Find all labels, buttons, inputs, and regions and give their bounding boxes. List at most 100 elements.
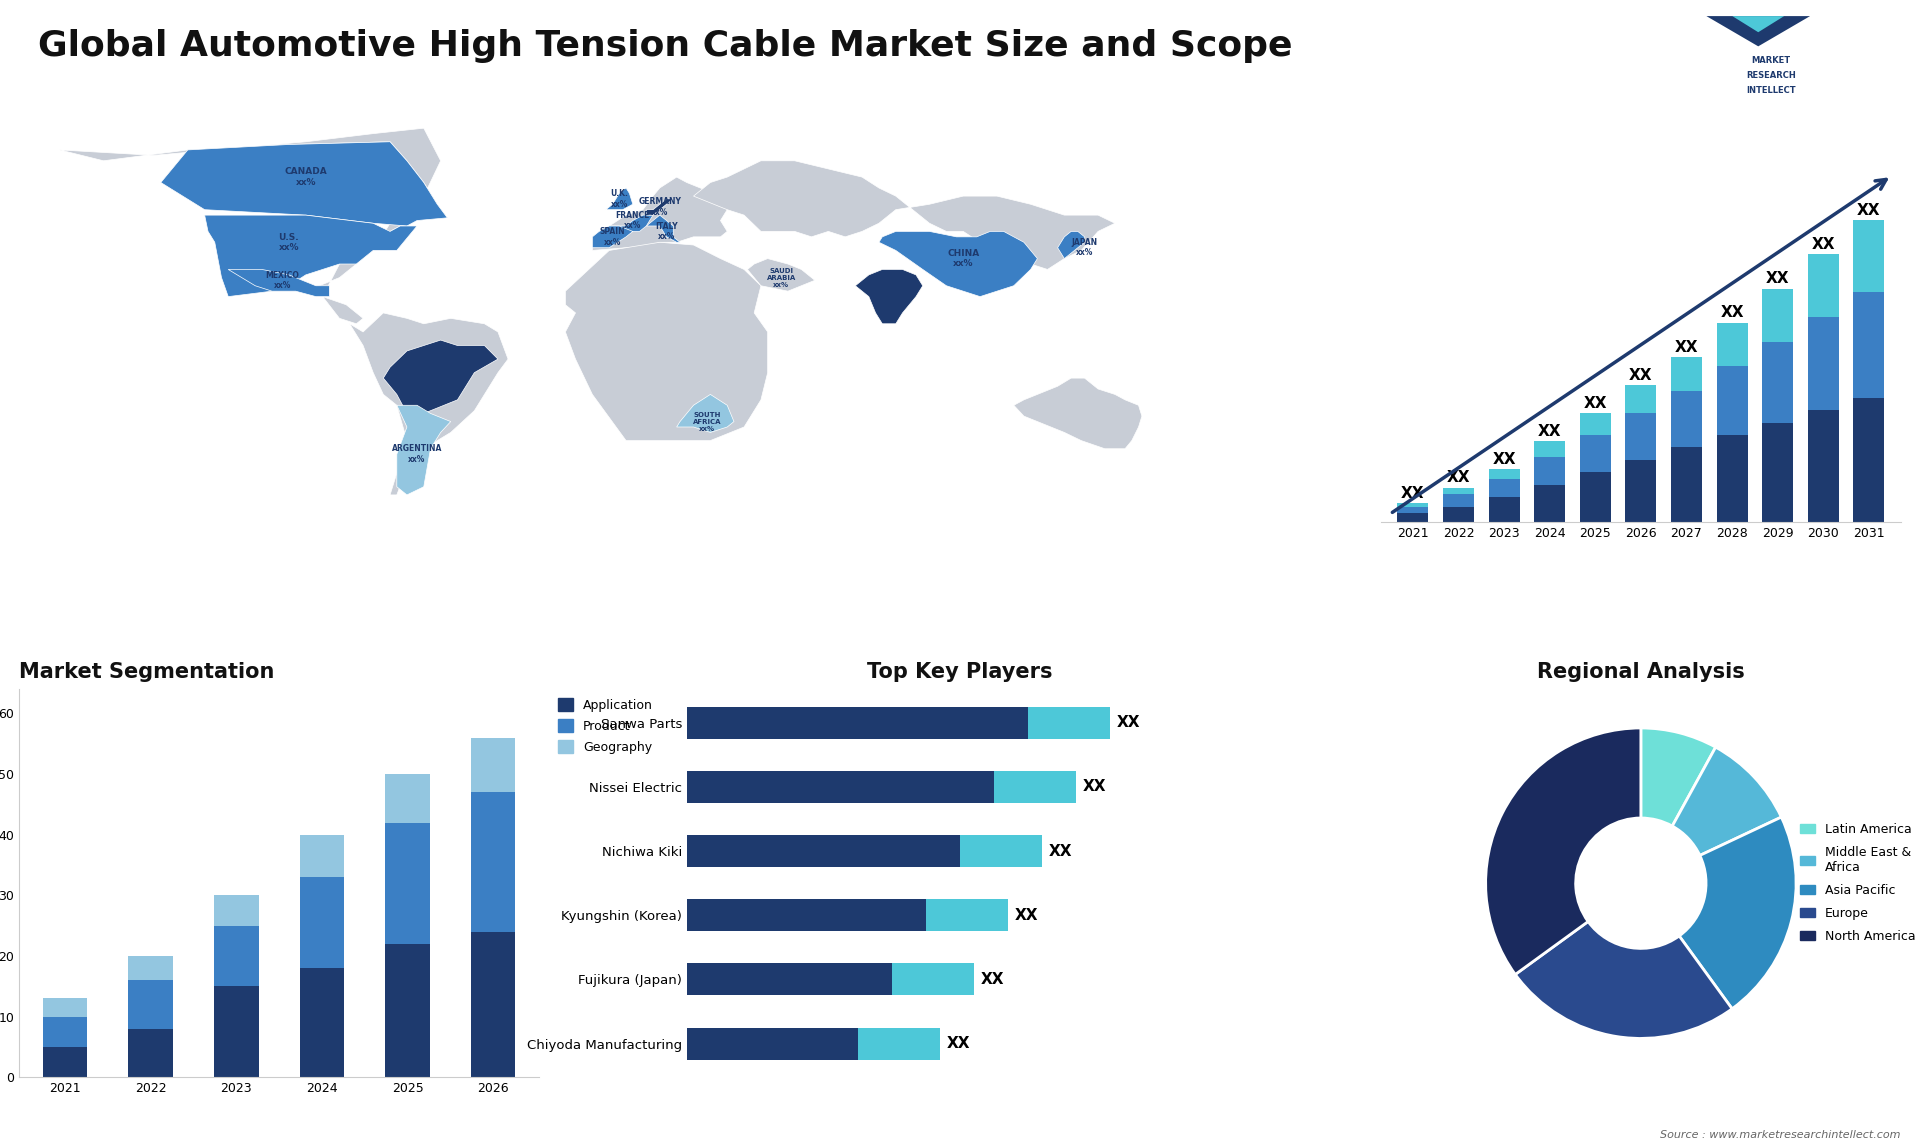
Bar	[1534, 457, 1565, 485]
Text: INTELLECT: INTELLECT	[1747, 86, 1795, 95]
Bar	[386, 823, 430, 944]
Bar	[687, 771, 995, 803]
Text: XX: XX	[1083, 779, 1106, 794]
Bar	[300, 968, 344, 1077]
Bar	[995, 771, 1075, 803]
Text: MARKET: MARKET	[1751, 56, 1791, 65]
Bar	[1580, 472, 1611, 523]
Bar	[1398, 507, 1428, 512]
Polygon shape	[647, 198, 674, 215]
Text: U.K.
xx%: U.K. xx%	[611, 189, 628, 209]
Bar	[129, 980, 173, 1029]
Text: XX: XX	[1584, 395, 1607, 410]
Text: XX: XX	[1014, 908, 1039, 923]
Polygon shape	[1707, 16, 1811, 46]
Bar	[386, 944, 430, 1077]
Title: Regional Analysis: Regional Analysis	[1538, 662, 1745, 682]
Bar	[1444, 488, 1475, 494]
Bar	[1670, 447, 1701, 523]
Bar	[129, 956, 173, 980]
Bar	[1626, 385, 1657, 414]
Bar	[213, 895, 259, 926]
Wedge shape	[1642, 728, 1716, 826]
Bar	[1626, 414, 1657, 460]
Bar	[1398, 503, 1428, 507]
Bar	[858, 1028, 939, 1060]
Text: BRAZIL
xx%: BRAZIL xx%	[420, 379, 455, 399]
Text: XX: XX	[1720, 306, 1743, 321]
Text: XX: XX	[1492, 452, 1515, 466]
Text: CHINA
xx%: CHINA xx%	[947, 249, 979, 268]
Text: ITALY
xx%: ITALY xx%	[655, 221, 678, 241]
Text: XX: XX	[1766, 272, 1789, 286]
Legend: Latin America, Middle East &
Africa, Asia Pacific, Europe, North America: Latin America, Middle East & Africa, Asi…	[1795, 818, 1920, 948]
Bar	[1853, 292, 1884, 398]
Text: XX: XX	[1446, 470, 1471, 486]
Bar	[1716, 323, 1747, 367]
Bar	[1716, 367, 1747, 435]
Polygon shape	[607, 188, 634, 210]
Polygon shape	[205, 215, 417, 297]
Bar	[300, 834, 344, 877]
Text: XX: XX	[947, 1036, 970, 1051]
Polygon shape	[609, 215, 653, 231]
Polygon shape	[676, 394, 733, 432]
Bar	[386, 774, 430, 823]
Bar	[129, 1029, 173, 1077]
Text: GERMANY
xx%: GERMANY xx%	[637, 197, 682, 217]
Text: MEXICO
xx%: MEXICO xx%	[265, 270, 300, 290]
Polygon shape	[349, 313, 509, 495]
Text: ARGENTINA
xx%: ARGENTINA xx%	[392, 445, 442, 464]
Polygon shape	[1732, 16, 1784, 32]
Bar	[1763, 289, 1793, 342]
Bar	[1809, 316, 1839, 410]
Wedge shape	[1680, 817, 1795, 1008]
Bar	[687, 707, 1029, 739]
Bar	[1488, 469, 1519, 479]
Polygon shape	[1058, 231, 1085, 259]
Bar	[1853, 398, 1884, 523]
Bar	[470, 792, 515, 932]
Bar	[1716, 435, 1747, 523]
Polygon shape	[747, 259, 814, 291]
Polygon shape	[1014, 378, 1142, 449]
Bar	[687, 835, 960, 868]
Bar	[1444, 507, 1475, 523]
Bar	[42, 1047, 86, 1077]
Bar	[42, 998, 86, 1017]
Polygon shape	[593, 178, 728, 251]
Text: XX: XX	[981, 972, 1004, 987]
Text: INDIA
xx%: INDIA xx%	[876, 286, 904, 306]
Bar	[1534, 485, 1565, 523]
Bar	[1488, 479, 1519, 497]
Text: XX: XX	[1812, 237, 1836, 252]
Text: XX: XX	[1857, 203, 1880, 218]
Bar	[470, 738, 515, 792]
Bar	[42, 1017, 86, 1047]
Bar	[687, 900, 925, 932]
Text: SPAIN
xx%: SPAIN xx%	[599, 227, 626, 246]
Text: XX: XX	[1048, 843, 1071, 858]
Bar	[470, 932, 515, 1077]
Legend: Application, Product, Geography: Application, Product, Geography	[555, 696, 655, 756]
Polygon shape	[647, 215, 680, 242]
Bar	[300, 877, 344, 968]
Polygon shape	[854, 269, 924, 324]
Polygon shape	[564, 242, 768, 440]
Wedge shape	[1486, 728, 1642, 974]
Text: SOUTH
AFRICA
xx%: SOUTH AFRICA xx%	[693, 411, 722, 432]
Bar	[1580, 435, 1611, 472]
Bar	[960, 835, 1043, 868]
Polygon shape	[879, 231, 1037, 297]
Bar	[1488, 497, 1519, 523]
Bar	[1809, 254, 1839, 316]
Polygon shape	[593, 226, 634, 248]
Polygon shape	[384, 340, 497, 414]
Bar	[1809, 410, 1839, 523]
Text: Global Automotive High Tension Cable Market Size and Scope: Global Automotive High Tension Cable Mar…	[38, 29, 1292, 63]
Polygon shape	[228, 269, 330, 297]
Bar	[1670, 392, 1701, 447]
Polygon shape	[161, 142, 447, 226]
Text: U.S.
xx%: U.S. xx%	[278, 233, 300, 252]
Text: SAUDI
ARABIA
xx%: SAUDI ARABIA xx%	[766, 268, 795, 288]
